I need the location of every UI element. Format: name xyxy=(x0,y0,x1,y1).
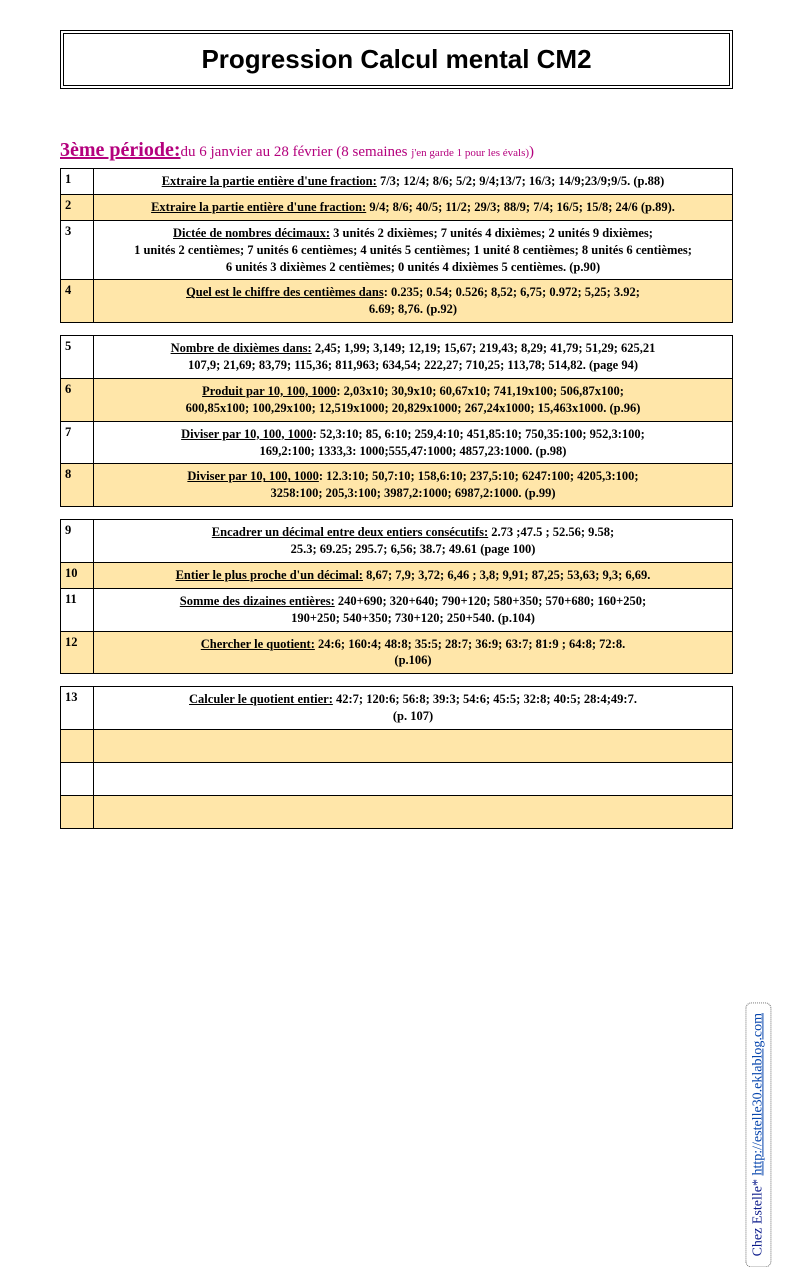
progression-block: 5Nombre de dixièmes dans: 2,45; 1,99; 3,… xyxy=(60,335,733,507)
row-content: Dictée de nombres décimaux: 3 unités 2 d… xyxy=(94,220,733,280)
page-ref: (page 100) xyxy=(480,542,535,556)
page-ref: (p.90) xyxy=(569,260,600,274)
period-note: j'en garde 1 pour les évals) xyxy=(411,147,529,159)
page-ref: (p. 107) xyxy=(393,709,433,723)
table-row: 5Nombre de dixièmes dans: 2,45; 1,99; 3,… xyxy=(61,336,733,379)
row-content xyxy=(94,796,733,829)
watermark-link[interactable]: http://estelle30.eklablog.com xyxy=(750,1013,765,1176)
row-content: Produit par 10, 100, 1000: 2,03x10; 30,9… xyxy=(94,378,733,421)
progression-tables: 1 Extraire la partie entière d'une fracti… xyxy=(60,168,733,829)
page-title: Progression Calcul mental CM2 xyxy=(60,30,733,89)
page-ref: (p.104) xyxy=(498,611,535,625)
table-row: 4Quel est le chiffre des centièmes dans:… xyxy=(61,280,733,323)
row-topic: Entier le plus proche d'un décimal: xyxy=(176,568,363,582)
row-number: 9 xyxy=(61,520,94,563)
row-number xyxy=(61,730,94,763)
row-number: 7 xyxy=(61,421,94,464)
row-number: 11 xyxy=(61,588,94,631)
page-ref: (p.92) xyxy=(426,302,457,316)
period-heading: 3ème période:du 6 janvier au 28 février … xyxy=(60,139,733,162)
table-row: 8Diviser par 10, 100, 1000: 12.3:10; 50,… xyxy=(61,464,733,507)
page-ref: (p.98) xyxy=(536,444,567,458)
row-content: Chercher le quotient: 24:6; 160:4; 48:8;… xyxy=(94,631,733,674)
row-content: Extraire la partie entière d'une fractio… xyxy=(94,169,733,195)
page-ref: (p.89). xyxy=(641,200,675,214)
table-row: 10Entier le plus proche d'un décimal: 8,… xyxy=(61,562,733,588)
progression-block: 1 Extraire la partie entière d'une fracti… xyxy=(60,168,733,323)
row-number: 10 xyxy=(61,562,94,588)
table-row: 1 Extraire la partie entière d'une fracti… xyxy=(61,169,733,195)
table-row: 3Dictée de nombres décimaux: 3 unités 2 … xyxy=(61,220,733,280)
table-row: 9 Encadrer un décimal entre deux entiers … xyxy=(61,520,733,563)
page-ref: (p.106) xyxy=(394,653,431,667)
row-content: Extraire la partie entière d'une fractio… xyxy=(94,194,733,220)
row-topic: Nombre de dixièmes dans: xyxy=(171,341,312,355)
row-number xyxy=(61,763,94,796)
row-number: 4 xyxy=(61,280,94,323)
row-content xyxy=(94,730,733,763)
row-content: Quel est le chiffre des centièmes dans: … xyxy=(94,280,733,323)
row-number: 12 xyxy=(61,631,94,674)
row-content xyxy=(94,763,733,796)
row-number: 6 xyxy=(61,378,94,421)
progression-block: 9 Encadrer un décimal entre deux entiers … xyxy=(60,519,733,674)
row-topic: Chercher le quotient: xyxy=(201,637,315,651)
row-content: Somme des dizaines entières: 240+690; 32… xyxy=(94,588,733,631)
table-row: 11Somme des dizaines entières: 240+690; … xyxy=(61,588,733,631)
row-content: Entier le plus proche d'un décimal: 8,67… xyxy=(94,562,733,588)
period-text: du 6 janvier au 28 février (8 semaines xyxy=(181,144,412,160)
row-topic: Encadrer un décimal entre deux entiers c… xyxy=(212,525,488,539)
watermark: Chez Estelle* http://estelle30.eklablog.… xyxy=(745,1002,771,1267)
watermark-prefix: Chez Estelle* xyxy=(750,1176,765,1257)
table-row: 12Chercher le quotient: 24:6; 160:4; 48:… xyxy=(61,631,733,674)
row-content: Encadrer un décimal entre deux entiers c… xyxy=(94,520,733,563)
table-row xyxy=(61,763,733,796)
table-row: 7Diviser par 10, 100, 1000: 52,3:10; 85,… xyxy=(61,421,733,464)
row-topic: Extraire la partie entière d'une fractio… xyxy=(151,200,366,214)
row-topic: Extraire la partie entière d'une fractio… xyxy=(162,174,377,188)
row-number: 2 xyxy=(61,194,94,220)
row-topic: Diviser par 10, 100, 1000 xyxy=(181,427,312,441)
row-topic: Calculer le quotient entier: xyxy=(189,692,333,706)
row-number: 3 xyxy=(61,220,94,280)
row-number xyxy=(61,796,94,829)
period-close: ) xyxy=(529,144,534,160)
row-content: Diviser par 10, 100, 1000: 52,3:10; 85, … xyxy=(94,421,733,464)
row-number: 13 xyxy=(61,687,94,730)
row-topic: Diviser par 10, 100, 1000 xyxy=(187,469,318,483)
page-ref: (p.99) xyxy=(525,486,556,500)
table-row: 6Produit par 10, 100, 1000: 2,03x10; 30,… xyxy=(61,378,733,421)
row-number: 1 xyxy=(61,169,94,195)
row-content: Calculer le quotient entier: 42:7; 120:6… xyxy=(94,687,733,730)
row-content: Diviser par 10, 100, 1000: 12.3:10; 50,7… xyxy=(94,464,733,507)
page-ref: (p.88) xyxy=(633,174,664,188)
page-ref: (p.96) xyxy=(610,401,641,415)
table-row: 13Calculer le quotient entier: 42:7; 120… xyxy=(61,687,733,730)
row-topic: Dictée de nombres décimaux: xyxy=(173,226,330,240)
row-topic: Produit par 10, 100, 1000 xyxy=(202,384,336,398)
table-row: 2 Extraire la partie entière d'une fracti… xyxy=(61,194,733,220)
progression-block: 13Calculer le quotient entier: 42:7; 120… xyxy=(60,686,733,829)
row-topic: Quel est le chiffre des centièmes dans xyxy=(186,285,384,299)
row-content: Nombre de dixièmes dans: 2,45; 1,99; 3,1… xyxy=(94,336,733,379)
page-ref: (page 94) xyxy=(589,358,638,372)
table-row xyxy=(61,730,733,763)
row-number: 5 xyxy=(61,336,94,379)
period-label: 3ème période: xyxy=(60,139,181,161)
table-row xyxy=(61,796,733,829)
row-number: 8 xyxy=(61,464,94,507)
row-topic: Somme des dizaines entières: xyxy=(180,594,335,608)
